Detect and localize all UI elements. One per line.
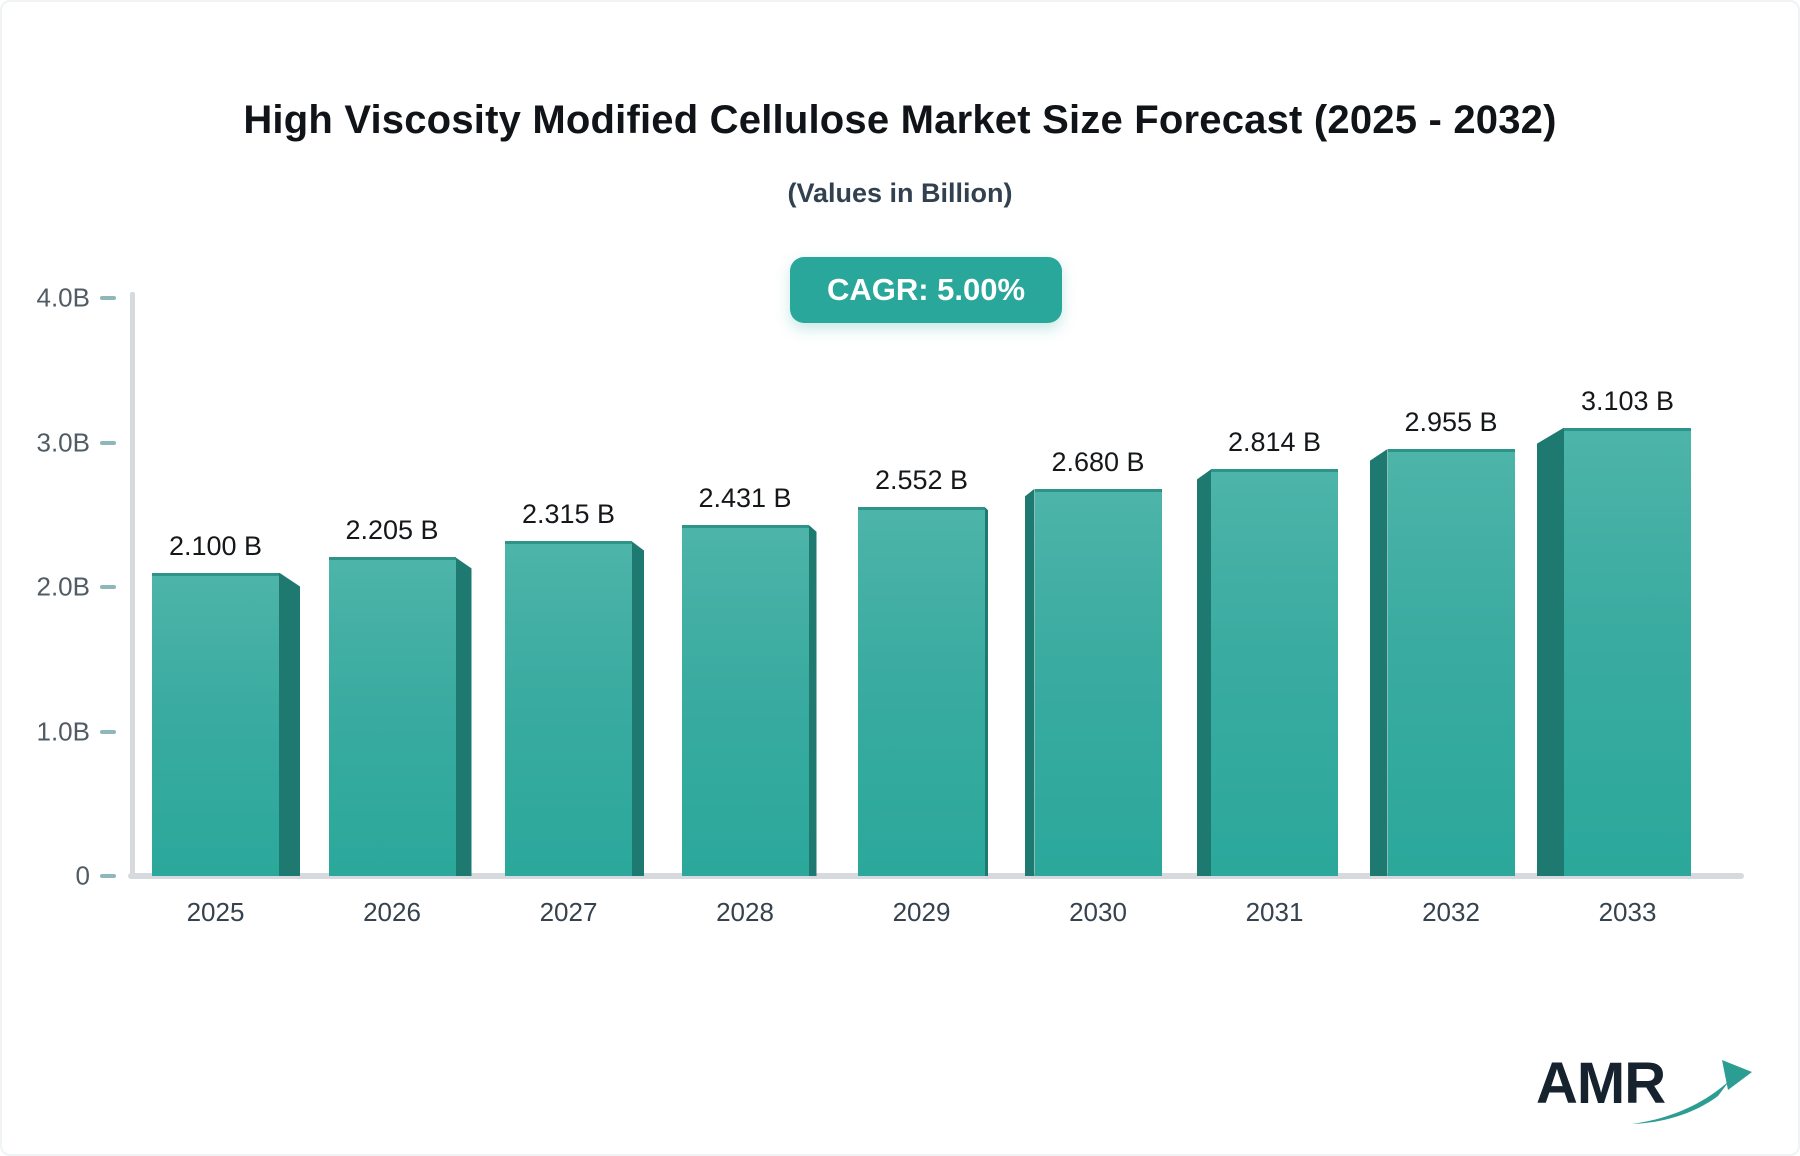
y-axis-tick xyxy=(100,585,116,589)
y-tick-label: 2.0B xyxy=(36,571,91,602)
bar-value-label: 2.955 B xyxy=(1404,407,1498,437)
bar-side-face xyxy=(632,541,644,876)
bar-side-face xyxy=(1197,469,1211,876)
y-axis-tick xyxy=(100,874,116,878)
y-axis-tick xyxy=(100,296,116,300)
bar-2030 xyxy=(1034,488,1162,876)
x-tick-label: 2028 xyxy=(716,897,774,927)
bar-side-face xyxy=(1537,427,1564,876)
bar-value-label: 2.205 B xyxy=(345,515,439,546)
amr-logo: AMR xyxy=(1522,1042,1752,1132)
growth-arrow-icon xyxy=(1632,1060,1752,1124)
bar-value-label: 2.431 B xyxy=(698,482,792,513)
bar-side-face xyxy=(279,572,300,876)
x-tick-label: 2030 xyxy=(1069,897,1127,927)
bar-side-face xyxy=(455,557,472,876)
bar-2031 xyxy=(1211,469,1338,876)
x-tick-label: 2033 xyxy=(1598,897,1657,927)
x-axis-line xyxy=(128,873,1744,879)
bar-value-label: 2.552 B xyxy=(874,465,969,496)
y-tick-label: 0 xyxy=(75,860,90,891)
bar-value-label: 3.103 B xyxy=(1580,385,1675,416)
y-axis-line xyxy=(130,292,135,879)
bar-side-face xyxy=(808,524,817,876)
bar-2026 xyxy=(328,557,456,876)
chart-title: High Viscosity Modified Cellulose Market… xyxy=(243,98,1557,142)
bar-2029 xyxy=(858,507,985,876)
bar-2032 xyxy=(1387,449,1515,876)
x-tick-label: 2027 xyxy=(539,897,598,927)
bar-side-face xyxy=(985,507,988,876)
bar-value-label: 2.315 B xyxy=(521,499,616,530)
y-tick-label: 1.0B xyxy=(36,716,91,746)
y-tick-label: 4.0B xyxy=(36,282,91,313)
cagr-badge: CAGR: 5.00% xyxy=(790,257,1062,323)
bar-side-face xyxy=(1024,488,1035,876)
chart-subtitle: (Values in Billion) xyxy=(787,178,1013,208)
x-tick-label: 2025 xyxy=(186,897,245,927)
bar-value-label: 2.100 B xyxy=(168,530,263,561)
y-tick-label: 3.0B xyxy=(36,427,91,457)
bar-2025 xyxy=(152,572,279,876)
cagr-badge-label: CAGR: 5.00% xyxy=(826,272,1026,307)
y-axis-tick xyxy=(100,440,116,445)
x-tick-label: 2032 xyxy=(1422,897,1480,927)
y-axis-tick xyxy=(100,729,116,734)
bar-2028 xyxy=(681,524,809,876)
bar-2033 xyxy=(1564,427,1691,876)
amr-logo-text: AMR xyxy=(1536,1051,1666,1116)
x-tick-label: 2031 xyxy=(1245,897,1304,927)
bar-value-label: 2.814 B xyxy=(1227,427,1322,458)
bar-value-label: 2.680 B xyxy=(1051,446,1145,477)
x-tick-label: 2026 xyxy=(363,897,421,927)
bar-side-face xyxy=(1369,449,1388,876)
x-tick-label: 2029 xyxy=(892,897,951,927)
bar-2027 xyxy=(505,541,632,876)
